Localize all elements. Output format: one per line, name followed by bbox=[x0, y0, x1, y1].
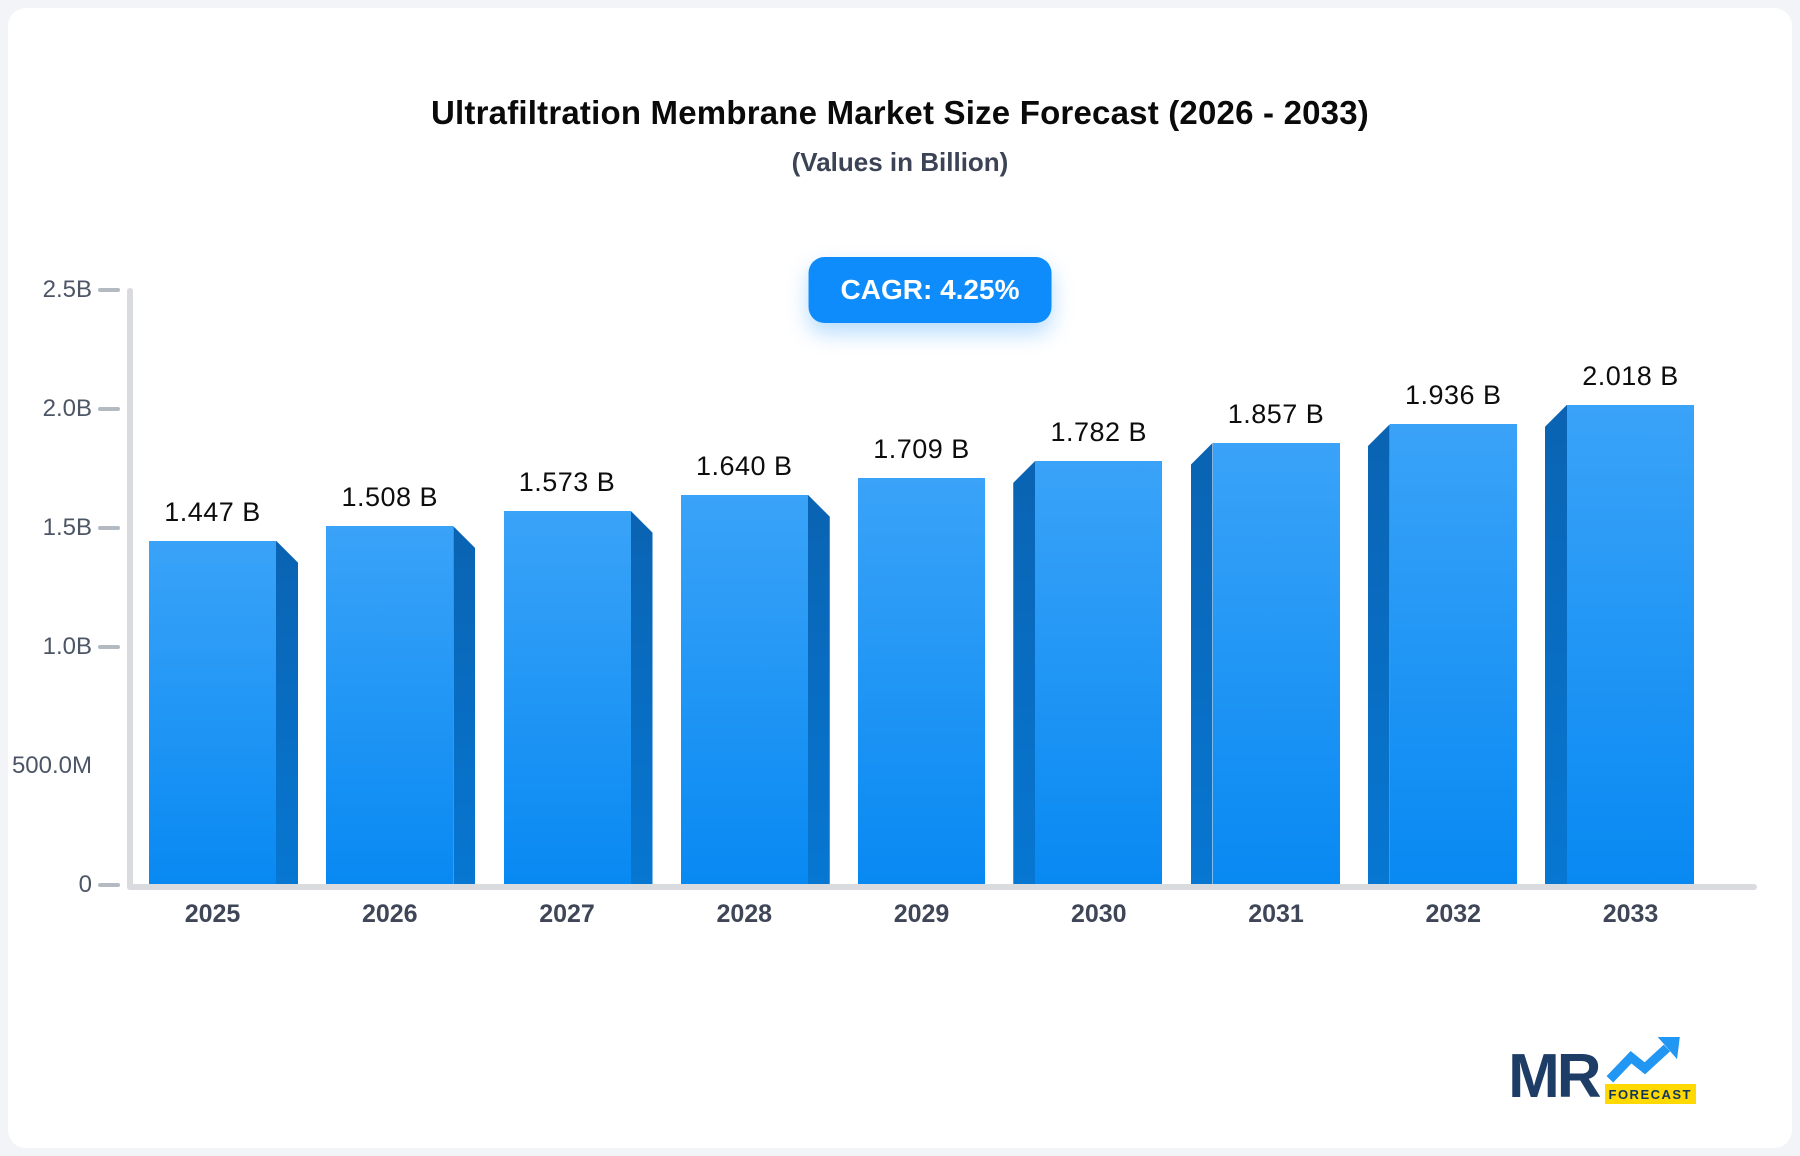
bar-value-label: 1.782 B bbox=[1050, 416, 1148, 447]
bar bbox=[680, 494, 830, 884]
bar-value-label: 1.709 B bbox=[873, 434, 970, 465]
x-axis-label: 2033 bbox=[1602, 900, 1659, 928]
x-axis-line bbox=[127, 884, 1757, 890]
bar-side-face bbox=[630, 510, 653, 884]
trending-up-arrow-icon bbox=[1606, 1037, 1680, 1083]
logo-mr-text: MR bbox=[1508, 1042, 1601, 1112]
y-axis-tick bbox=[98, 288, 120, 292]
logo-forecast-tag: FORECAST bbox=[1604, 1084, 1696, 1104]
x-axis-label: 2029 bbox=[893, 900, 950, 928]
x-axis-label: 2032 bbox=[1425, 900, 1482, 928]
chart-subtitle: (Values in Billion) bbox=[791, 147, 1009, 177]
bar-face bbox=[1212, 443, 1340, 884]
bar-face bbox=[326, 526, 454, 884]
bar-value-label: 1.857 B bbox=[1227, 399, 1325, 430]
bar-face bbox=[1567, 404, 1694, 884]
bar-face bbox=[149, 540, 276, 884]
y-axis-label: 1.5B bbox=[42, 514, 92, 541]
x-axis-label: 2031 bbox=[1248, 900, 1304, 928]
cagr-badge: CAGR: 4.25% bbox=[808, 257, 1052, 323]
bar-face bbox=[1035, 460, 1163, 884]
y-axis-label: 500.0M bbox=[11, 752, 92, 779]
bar-value-label: 1.508 B bbox=[341, 482, 439, 513]
x-axis-label: 2028 bbox=[716, 900, 773, 928]
bar bbox=[1545, 404, 1694, 884]
logo-right-block: FORECAST bbox=[1604, 1037, 1696, 1104]
y-axis-label: 2.0B bbox=[42, 395, 92, 422]
y-axis-label: 2.5B bbox=[42, 276, 92, 303]
bar-side-face bbox=[276, 540, 298, 884]
bar-side-face bbox=[1013, 460, 1036, 884]
bar bbox=[503, 510, 653, 884]
bar-face bbox=[503, 510, 631, 884]
bar-value-label: 1.936 B bbox=[1404, 380, 1502, 411]
brand-logo: MR FORECAST bbox=[1508, 1037, 1696, 1112]
y-axis-label: 0 bbox=[78, 871, 92, 898]
y-axis-tick bbox=[98, 645, 120, 649]
x-axis-label: 2025 bbox=[184, 900, 241, 928]
x-axis-label: 2030 bbox=[1070, 900, 1127, 928]
bar bbox=[1013, 460, 1163, 884]
bar-face bbox=[858, 478, 985, 884]
y-axis-line bbox=[127, 288, 133, 890]
bar-side-face bbox=[1190, 443, 1213, 884]
bar-side-face bbox=[1545, 404, 1567, 884]
bar-face bbox=[680, 494, 808, 884]
bar bbox=[858, 478, 985, 884]
bar bbox=[1190, 443, 1340, 884]
bar-value-label: 1.640 B bbox=[695, 450, 793, 481]
bar-value-label: 1.447 B bbox=[164, 496, 261, 527]
y-axis-tick bbox=[98, 526, 120, 530]
bar-face bbox=[1389, 424, 1517, 884]
bar-side-face bbox=[453, 526, 476, 884]
x-axis-label: 2027 bbox=[539, 900, 595, 928]
bar bbox=[149, 540, 298, 884]
bar bbox=[326, 526, 476, 884]
bar-value-label: 1.573 B bbox=[518, 466, 616, 497]
chart-title: Ultrafiltration Membrane Market Size For… bbox=[431, 94, 1369, 131]
bar-value-label: 2.018 B bbox=[1582, 360, 1679, 391]
bar-side-face bbox=[1367, 424, 1390, 884]
y-axis-tick bbox=[98, 407, 120, 411]
bar-side-face bbox=[807, 494, 830, 884]
y-axis-label: 1.0B bbox=[42, 633, 92, 660]
y-axis-tick bbox=[98, 883, 120, 887]
x-axis-label: 2026 bbox=[361, 900, 418, 928]
bar bbox=[1367, 424, 1517, 884]
